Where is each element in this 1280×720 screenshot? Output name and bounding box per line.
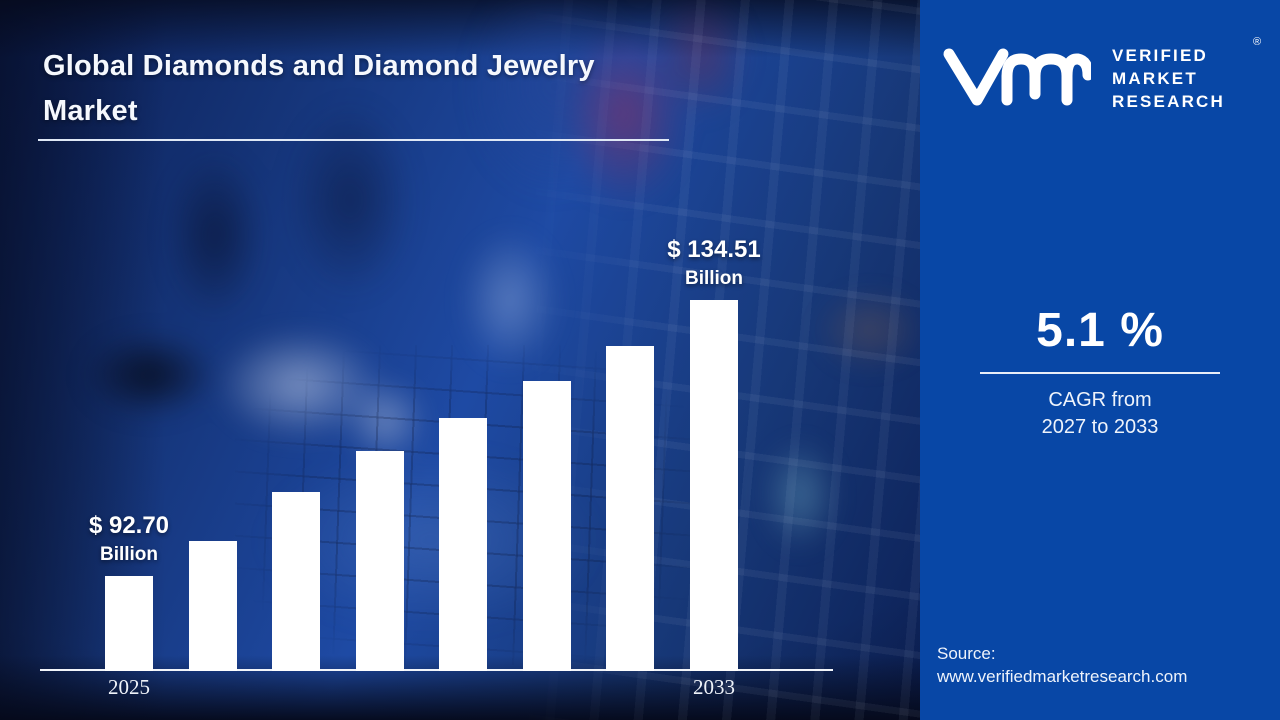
bar-value-label-0: $ 92.70 Billion bbox=[88, 512, 170, 565]
source-block: Source: www.verifiedmarketresearch.com bbox=[937, 642, 1187, 688]
cagr-caption: CAGR from 2027 to 2033 bbox=[940, 387, 1260, 441]
bar-chart: 2025 2033 $ 92.70 Billion $ 134.51 Billion bbox=[40, 236, 833, 699]
x-axis-line bbox=[40, 669, 833, 671]
page-title: Global Diamonds and Diamond Jewelry Mark… bbox=[43, 50, 595, 127]
vmr-logo: VERIFIED MARKET RESEARCH ® bbox=[941, 36, 1276, 116]
chart-bar-3 bbox=[356, 451, 404, 671]
chart-bar-5 bbox=[523, 381, 571, 671]
chart-bar-2033 bbox=[690, 300, 738, 671]
bar-value-label-7: $ 134.51 Billion bbox=[667, 236, 761, 289]
brand-line-market: MARKET bbox=[1112, 69, 1198, 88]
source-label: Source: bbox=[937, 644, 996, 663]
sidebar: VERIFIED MARKET RESEARCH ® 5.1 % CAGR fr… bbox=[920, 0, 1280, 720]
title-underline bbox=[38, 139, 669, 141]
chart-bar-2025 bbox=[105, 576, 153, 671]
cagr-caption-line1: CAGR from bbox=[1048, 389, 1152, 411]
brand-wordmark: VERIFIED MARKET RESEARCH bbox=[1112, 44, 1225, 113]
cagr-block: 5.1 % CAGR from 2027 to 2033 bbox=[940, 303, 1260, 441]
cagr-value: 5.1 % bbox=[1036, 304, 1164, 357]
brand-line-verified: VERIFIED bbox=[1112, 46, 1209, 65]
cagr-caption-line2: 2027 to 2033 bbox=[1041, 416, 1159, 438]
chart-bar-4 bbox=[439, 418, 487, 671]
brand-line-research: RESEARCH bbox=[1112, 92, 1226, 111]
chart-bar-2 bbox=[272, 492, 320, 671]
chart-bar-1 bbox=[189, 541, 237, 671]
cagr-divider bbox=[980, 372, 1220, 374]
vmr-logo-icon bbox=[943, 48, 1091, 106]
x-axis-label-2025: 2025 bbox=[108, 675, 150, 699]
registered-trademark-icon: ® bbox=[1253, 36, 1262, 48]
source-url: www.verifiedmarketresearch.com bbox=[937, 667, 1188, 686]
x-axis-label-2033: 2033 bbox=[693, 675, 735, 699]
chart-bar-6 bbox=[606, 346, 654, 671]
